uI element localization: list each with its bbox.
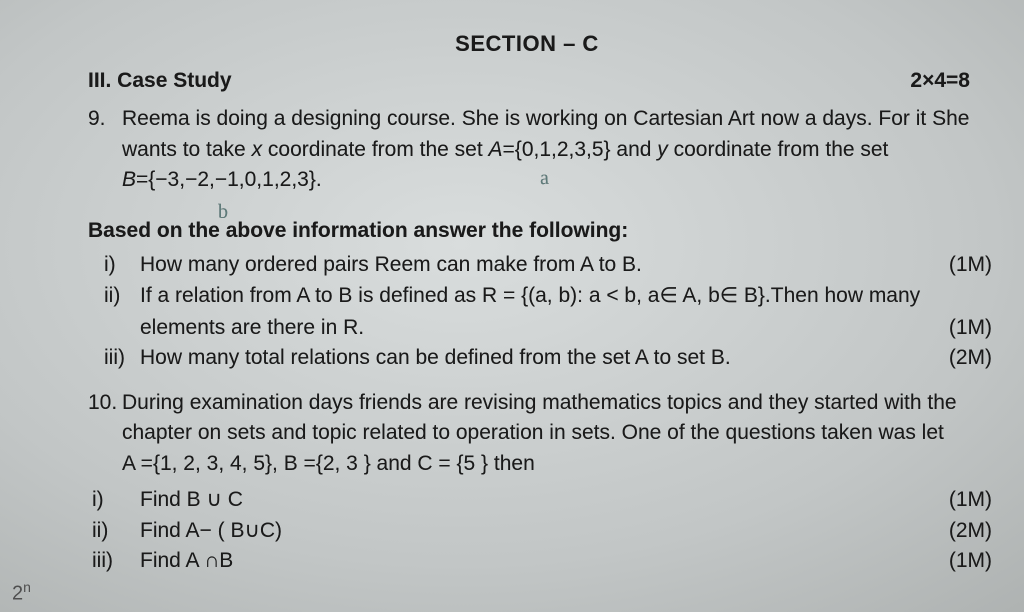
margin-2n: 2n <box>12 579 31 606</box>
exam-page: SECTION – C III. Case Study 2×4=8 9. Ree… <box>0 0 1024 612</box>
heading-row: III. Case Study 2×4=8 <box>88 66 996 96</box>
q9-line2a: wants to take <box>122 138 252 161</box>
q10-line3: A ={1, 2, 3, 4, 5}, B ={2, 3 } and C = {… <box>122 452 535 475</box>
sub-number: iii) <box>92 546 113 576</box>
section-title: SECTION – C <box>58 28 996 60</box>
q9-ii-line2: elements are there in R. (1M) <box>88 313 996 343</box>
q9-ii-mark: (1M) <box>949 313 996 343</box>
section-marks: 2×4=8 <box>910 66 996 96</box>
q9-iii-mark: (2M) <box>949 343 996 373</box>
q9-i-text: How many ordered pairs Reem can make fro… <box>140 253 642 276</box>
q10-ii-text: Find A− ( B∪C) <box>140 519 282 542</box>
question-number: 10. <box>88 388 117 418</box>
margin-n: n <box>23 579 31 595</box>
spacer <box>88 374 996 388</box>
q9-line2b: coordinate from the set <box>262 138 488 161</box>
q9-ii-text-b: elements are there in R. <box>140 316 364 339</box>
handwritten-b: b <box>218 198 228 227</box>
q9-iii-text: How many total relations can be defined … <box>140 346 731 369</box>
sub-number: iii) <box>104 343 125 373</box>
q9-ii-line1: ii) If a relation from A to B is defined… <box>88 281 996 311</box>
margin-2: 2 <box>12 583 23 605</box>
q10-i-mark: (1M) <box>949 485 996 515</box>
sub-number: i) <box>104 250 116 280</box>
q10-iii-mark: (1M) <box>949 546 996 576</box>
sub-number: ii) <box>104 281 120 311</box>
question-9: 9. Reema is doing a designing course. Sh… <box>88 104 996 195</box>
handwritten-a: a <box>539 164 549 193</box>
q9-ii-text-a: If a relation from A to B is defined as … <box>140 284 920 307</box>
q10-line1: During examination days friends are revi… <box>122 391 957 414</box>
q9-line2c: ={0,1,2,3,5} and <box>503 138 658 161</box>
q9-A: A <box>489 138 503 161</box>
q9-line1: Reema is doing a designing course. She i… <box>122 107 969 130</box>
q10-ii-row: ii) Find A− ( B∪C) (2M) <box>88 516 996 546</box>
q9-i-row: i) How many ordered pairs Reem can make … <box>88 250 996 280</box>
sub-number: ii) <box>92 516 108 546</box>
q10-i-row: i) Find B ∪ C (1M) <box>88 485 996 515</box>
q9-x: x <box>252 138 263 161</box>
q9-line2d: coordinate from the set <box>668 138 889 161</box>
q9-B: B <box>122 168 136 191</box>
q10-line2: chapter on sets and topic related to ope… <box>122 421 944 444</box>
q9-y: y <box>657 138 668 161</box>
question-10: 10. During examination days friends are … <box>88 388 996 479</box>
q10-i-text: Find B ∪ C <box>140 488 243 511</box>
q9-line3a: ={−3,−2,−1,0,1,2,3}. <box>136 168 322 191</box>
q10-iii-row: iii) Find A ∩B (1M) <box>88 546 996 576</box>
q10-ii-mark: (2M) <box>949 516 996 546</box>
case-study-heading: III. Case Study <box>88 66 232 96</box>
q10-iii-text: Find A ∩B <box>140 549 233 572</box>
q9-i-mark: (1M) <box>949 250 996 280</box>
q9-iii-row: iii) How many total relations can be def… <box>88 343 996 373</box>
sub-number: i) <box>92 485 104 515</box>
question-number: 9. <box>88 104 106 134</box>
